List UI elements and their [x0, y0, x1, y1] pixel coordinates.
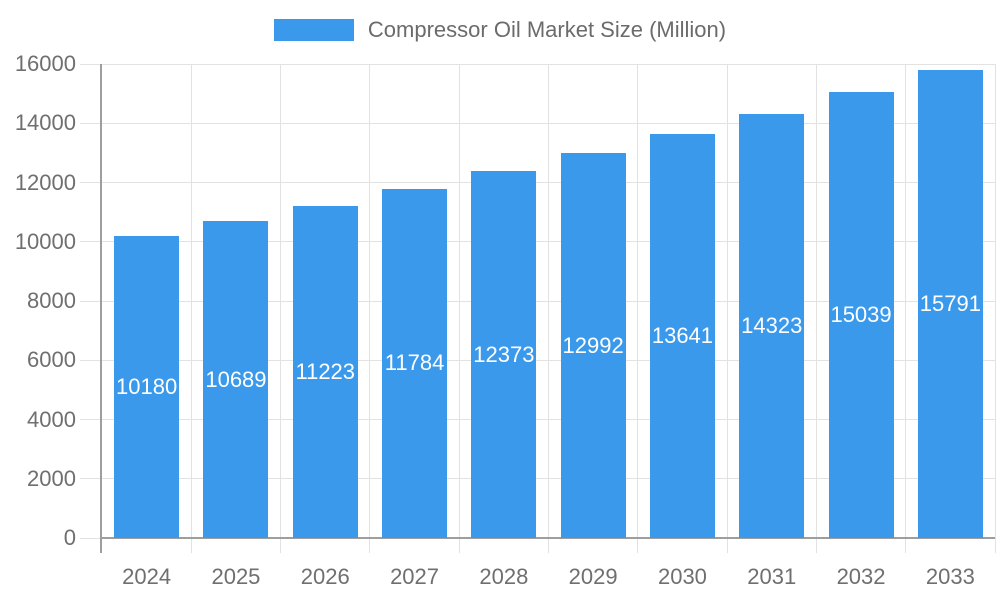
x-gridline	[458, 64, 460, 553]
x-axis-tick-label: 2033	[925, 564, 975, 589]
y-gridline	[80, 359, 995, 361]
bar-value-label: 12373	[473, 341, 535, 367]
y-axis-tick-label: 10000	[14, 228, 76, 254]
x-axis-tick-label: 2028	[479, 564, 529, 589]
y-axis-tick-label: 0	[63, 525, 76, 550]
y-gridline	[80, 122, 995, 124]
bar-value-label: 15791	[919, 291, 981, 317]
x-gridline	[280, 64, 282, 553]
y-gridline	[80, 241, 995, 243]
x-axis-tick-label: 2025	[211, 564, 261, 589]
y-gridline	[80, 63, 995, 65]
bar-value-label: 11784	[384, 350, 445, 376]
x-gridline	[726, 64, 728, 553]
plot-area: 0 2000 4000 6000 8000 10000 12000 14000 16000 101…	[15, 51, 996, 589]
bar: 10689	[203, 221, 269, 538]
legend: Compressor Oil Market Size (Million)	[0, 17, 1000, 43]
bar: 15039	[828, 92, 894, 538]
y-axis-tick-label: 14000	[14, 110, 76, 136]
bar: 10180	[114, 236, 180, 538]
y-axis-tick-label: 12000	[14, 169, 76, 195]
x-gridline	[190, 64, 192, 553]
bar: 12373	[471, 171, 537, 538]
bar: 13641	[649, 133, 715, 538]
y-gridline	[80, 182, 995, 183]
bar: 15791	[917, 70, 983, 538]
x-axis-tick-label: 2024	[122, 564, 172, 589]
y-gridline	[80, 419, 995, 420]
y-axis-tick-label: 2000	[27, 465, 76, 491]
x-gridline	[369, 64, 371, 553]
x-gridline	[548, 64, 549, 553]
bar-value-label: 11223	[295, 358, 356, 384]
y-axis-tick-label: 4000	[27, 406, 76, 432]
x-axis-tick-label: 2026	[300, 564, 350, 589]
x-axis-tick-label: 2031	[747, 564, 797, 589]
x-gridline	[905, 64, 907, 553]
legend-label[interactable]: Compressor Oil Market Size (Million)	[367, 17, 727, 42]
bar: 11784	[382, 188, 448, 538]
x-axis-tick-label: 2032	[836, 564, 886, 589]
bar-value-label: 13641	[651, 322, 714, 348]
bar-value-label: 12992	[562, 332, 624, 358]
x-gridline	[994, 64, 996, 553]
y-gridline	[80, 478, 995, 480]
y-axis-tick-label: 8000	[27, 288, 76, 313]
bar: 12992	[560, 153, 626, 538]
y-axis-line	[100, 64, 102, 553]
y-axis-tick-label: 16000	[14, 51, 76, 76]
bar-value-label: 14323	[741, 312, 803, 338]
legend-swatch[interactable]	[273, 19, 354, 41]
x-axis-tick-label: 2029	[568, 564, 618, 589]
x-gridline	[815, 64, 817, 553]
y-axis-tick-label: 6000	[27, 347, 76, 373]
bar-value-label: 10180	[116, 374, 178, 400]
bar: 14323	[739, 113, 805, 538]
x-axis-line	[102, 537, 995, 539]
x-axis-tick-label: 2030	[657, 564, 707, 589]
bar-value-label: 15039	[830, 302, 892, 328]
bar-value-label: 10689	[205, 366, 267, 392]
y-gridline	[80, 300, 995, 302]
bar: 11223	[292, 205, 358, 538]
x-gridline	[637, 64, 639, 553]
x-axis-tick-label: 2027	[390, 564, 440, 589]
